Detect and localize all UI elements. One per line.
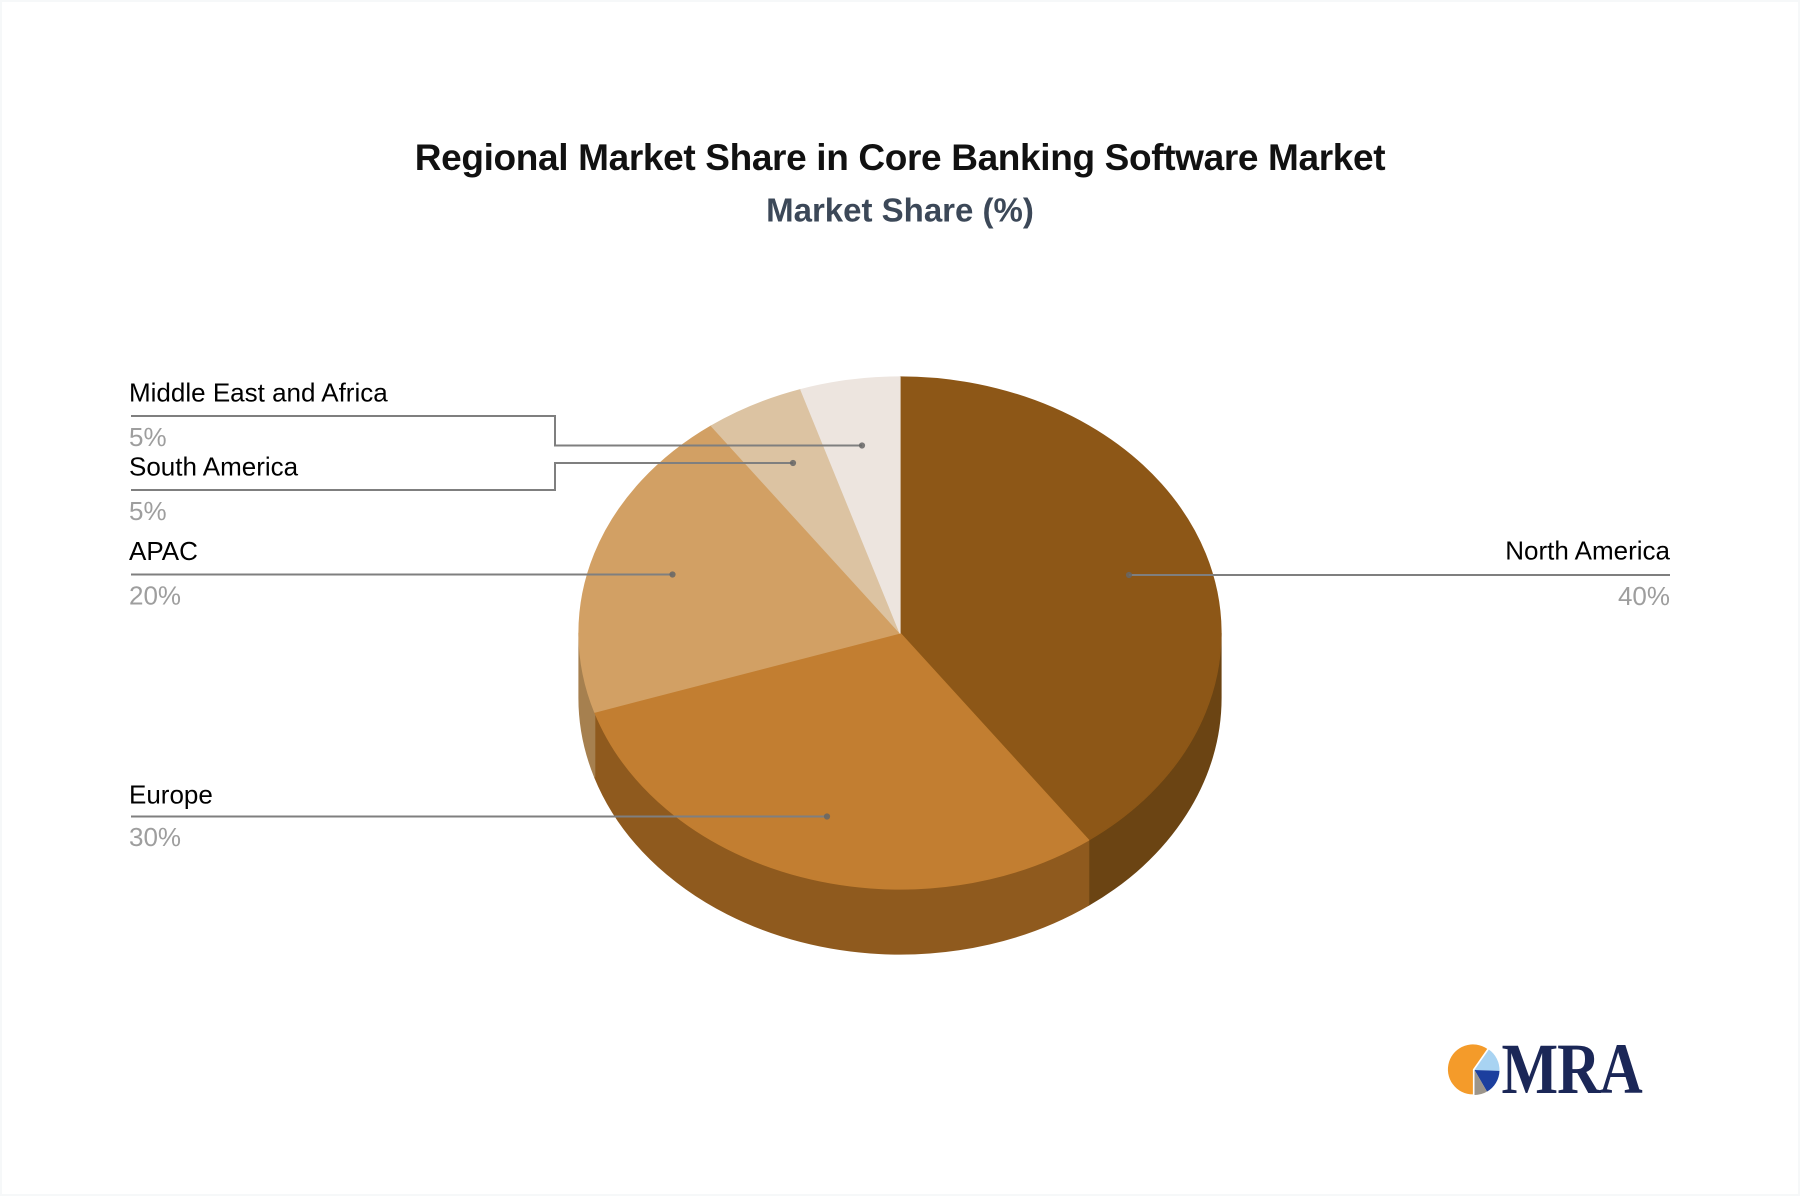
svg-text:30%: 30% [129,822,181,852]
svg-text:5%: 5% [129,496,167,526]
svg-text:North America: North America [1505,536,1670,566]
svg-text:40%: 40% [1618,581,1670,611]
svg-text:20%: 20% [129,581,181,611]
svg-text:MRA: MRA [1502,1030,1643,1109]
svg-text:Middle East and Africa: Middle East and Africa [129,378,388,408]
svg-text:5%: 5% [129,422,167,452]
svg-text:South America: South America [129,452,299,482]
svg-text:Regional Market Share in Core: Regional Market Share in Core Banking So… [415,137,1385,178]
svg-text:Europe: Europe [129,780,213,810]
svg-text:APAC: APAC [129,536,198,566]
svg-text:Market Share (%): Market Share (%) [766,192,1034,229]
